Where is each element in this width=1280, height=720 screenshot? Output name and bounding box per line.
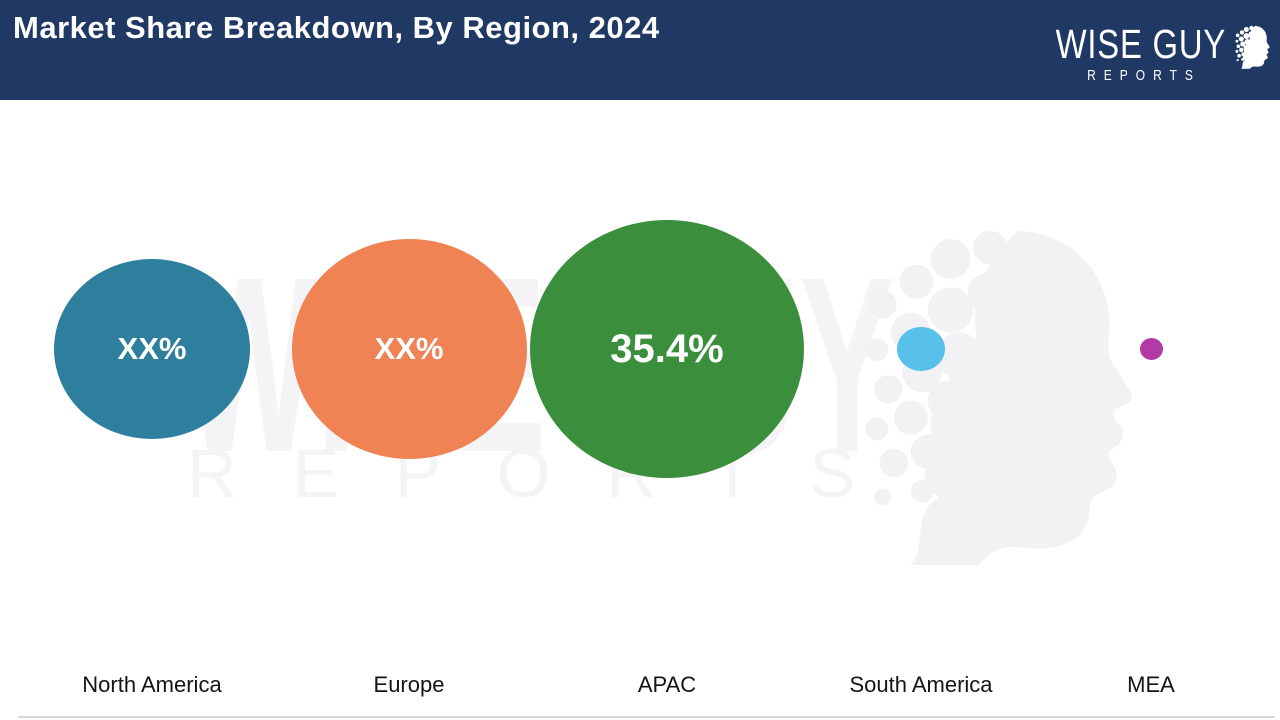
bubble-value-label: XX% bbox=[374, 331, 444, 366]
page-title: Market Share Breakdown, By Region, 2024 bbox=[13, 10, 660, 45]
logo-name: WISE GUY bbox=[1055, 21, 1226, 67]
wise-guy-reports-logo: WISE GUY REPORTS bbox=[1013, 4, 1274, 94]
bubble-chart: WISE GUY REPORTS XX% XX% 35.4% bbox=[0, 100, 1280, 720]
bubble-apac: 35.4% bbox=[530, 220, 804, 478]
category-label-apac: APAC bbox=[637, 672, 697, 697]
category-label-north-america: North America bbox=[82, 672, 222, 697]
bubble-value-label: 35.4% bbox=[610, 326, 724, 371]
bubble-europe: XX% bbox=[291, 239, 527, 459]
category-label-europe: Europe bbox=[373, 672, 445, 697]
bubble-south-america bbox=[897, 327, 945, 371]
watermark-face-profile-dots-icon bbox=[845, 225, 1175, 565]
logo-text: WISE GUY REPORTS bbox=[1056, 24, 1226, 85]
header-bar: Market Share Breakdown, By Region, 2024 … bbox=[0, 0, 1280, 100]
face-profile-dots-icon bbox=[1234, 4, 1274, 90]
category-label-mea: MEA bbox=[1127, 672, 1175, 697]
category-label-south-america: South America bbox=[849, 672, 993, 697]
watermark-text-small: REPORTS bbox=[187, 435, 912, 512]
logo-subtitle: REPORTS bbox=[1087, 67, 1201, 84]
bottom-divider bbox=[18, 716, 1275, 718]
bubble-north-america: XX% bbox=[54, 259, 250, 439]
bubble-mea bbox=[1139, 338, 1163, 360]
bubble-value-label: XX% bbox=[117, 331, 187, 366]
